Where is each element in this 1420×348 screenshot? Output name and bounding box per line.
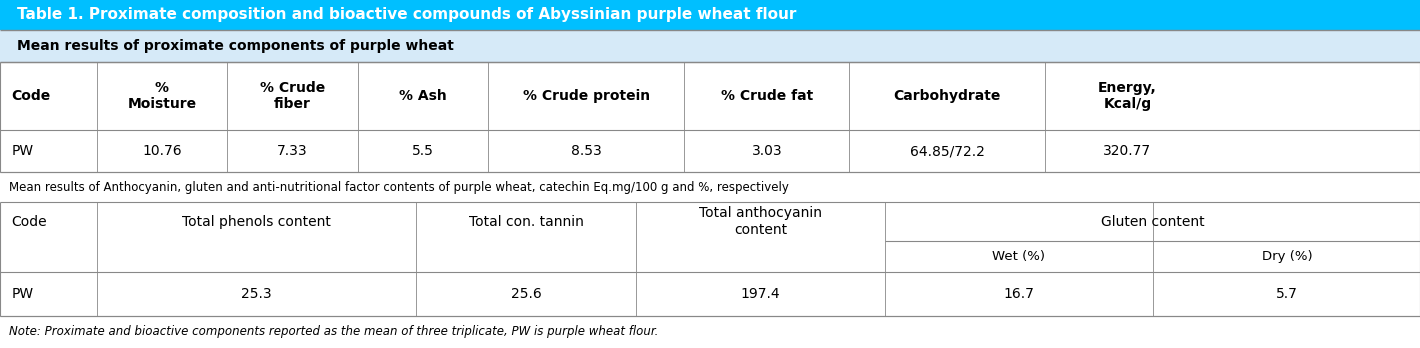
Text: 16.7: 16.7 xyxy=(1004,287,1034,301)
Bar xyxy=(0,0,1420,30)
Text: 5.7: 5.7 xyxy=(1277,287,1298,301)
Text: 7.33: 7.33 xyxy=(277,144,308,158)
Bar xyxy=(0,30,1420,62)
Text: Total phenols content: Total phenols content xyxy=(182,215,331,229)
Text: Wet (%): Wet (%) xyxy=(993,250,1045,263)
Bar xyxy=(0,272,1420,316)
Text: % Crude
fiber: % Crude fiber xyxy=(260,81,325,111)
Text: PW: PW xyxy=(11,144,34,158)
Text: % Crude fat: % Crude fat xyxy=(721,89,812,103)
Text: 25.6: 25.6 xyxy=(511,287,541,301)
Bar xyxy=(0,172,1420,202)
Text: % Ash: % Ash xyxy=(399,89,447,103)
Text: Total con. tannin: Total con. tannin xyxy=(469,215,584,229)
Text: Energy,
Kcal/g: Energy, Kcal/g xyxy=(1098,81,1157,111)
Text: 3.03: 3.03 xyxy=(751,144,782,158)
Text: Gluten content: Gluten content xyxy=(1102,215,1204,229)
Text: 64.85/72.2: 64.85/72.2 xyxy=(910,144,984,158)
Text: 8.53: 8.53 xyxy=(571,144,602,158)
Bar xyxy=(0,202,1420,272)
Text: 25.3: 25.3 xyxy=(241,287,271,301)
Text: Dry (%): Dry (%) xyxy=(1262,250,1312,263)
Text: 5.5: 5.5 xyxy=(412,144,435,158)
Bar xyxy=(0,130,1420,172)
Text: Mean results of Anthocyanin, gluten and anti-nutritional factor contents of purp: Mean results of Anthocyanin, gluten and … xyxy=(9,181,788,193)
Text: PW: PW xyxy=(11,287,34,301)
Text: Code: Code xyxy=(11,215,47,229)
Bar xyxy=(0,62,1420,130)
Text: 10.76: 10.76 xyxy=(142,144,182,158)
Text: % Crude protein: % Crude protein xyxy=(523,89,650,103)
Text: Mean results of proximate components of purple wheat: Mean results of proximate components of … xyxy=(17,39,454,53)
Text: Table 1. Proximate composition and bioactive compounds of Abyssinian purple whea: Table 1. Proximate composition and bioac… xyxy=(17,8,797,23)
Text: %
Moisture: % Moisture xyxy=(128,81,196,111)
Text: 197.4: 197.4 xyxy=(741,287,780,301)
Text: Carbohydrate: Carbohydrate xyxy=(893,89,1001,103)
Text: Note: Proximate and bioactive components reported as the mean of three triplicat: Note: Proximate and bioactive components… xyxy=(9,325,657,339)
Text: 320.77: 320.77 xyxy=(1103,144,1152,158)
Bar xyxy=(0,316,1420,348)
Text: Total anthocyanin
content: Total anthocyanin content xyxy=(699,206,822,237)
Text: Code: Code xyxy=(11,89,51,103)
